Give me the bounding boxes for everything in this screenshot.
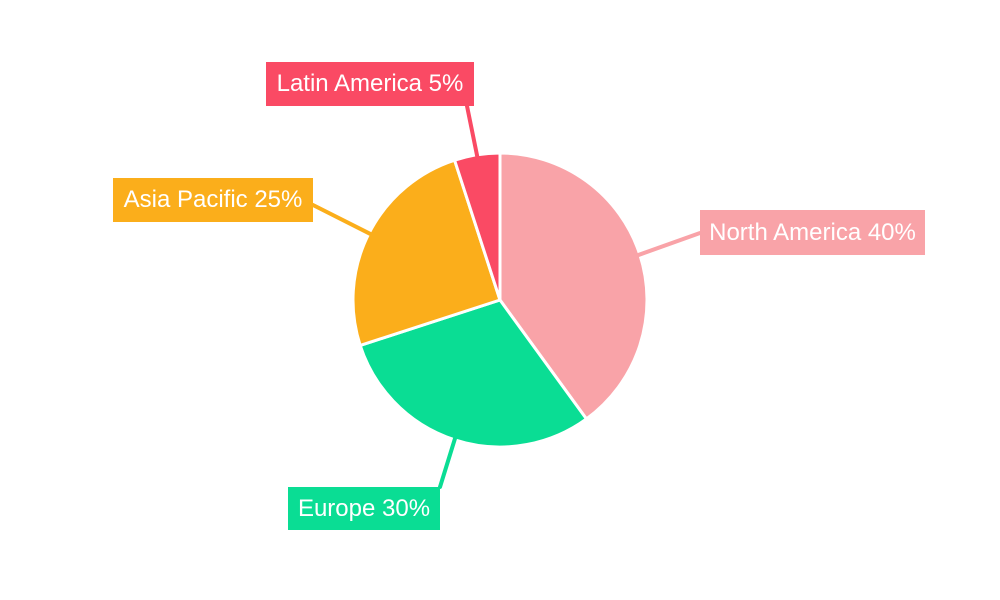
callout-label-north-america: North America 40% (709, 218, 916, 246)
leader-line-north-america (635, 231, 702, 258)
leader-line-latin-america (465, 104, 480, 159)
leader-line-asia-pacific (311, 203, 373, 237)
callout-europe: Europe 30% (288, 487, 440, 530)
callout-latin-america: Latin America 5% (266, 62, 474, 106)
callout-label-asia-pacific: Asia Pacific 25% (123, 186, 303, 213)
callout-north-america: North America 40% (700, 210, 925, 255)
callout-asia-pacific: Asia Pacific 25% (113, 178, 313, 222)
callout-label-europe: Europe 30% (297, 494, 431, 522)
leader-line-europe (438, 435, 458, 489)
callout-label-latin-america: Latin America 5% (276, 70, 464, 97)
